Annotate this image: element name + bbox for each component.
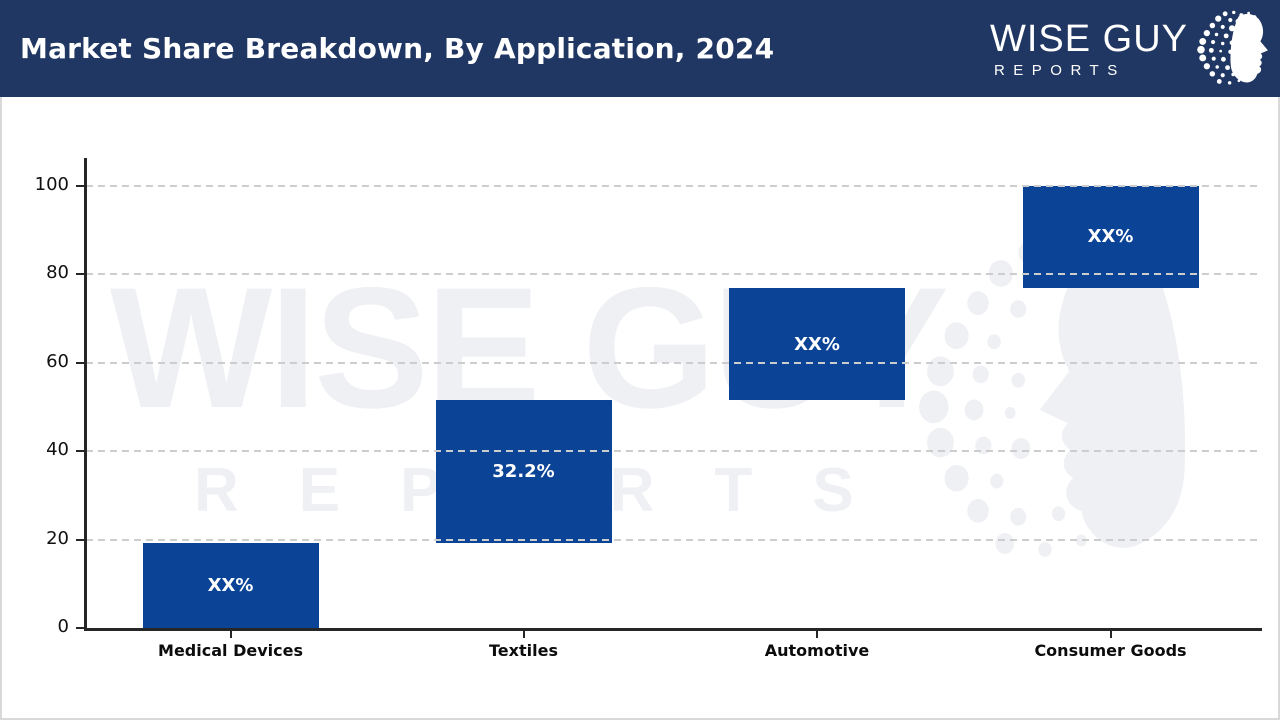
y-tick-60 xyxy=(76,361,85,364)
y-tick-0 xyxy=(76,627,85,629)
brand-face-icon xyxy=(1197,10,1268,85)
category-label-consumer-goods: Consumer Goods xyxy=(1034,641,1187,660)
y-axis xyxy=(84,158,87,630)
bar-consumer-goods: XX% xyxy=(1022,186,1199,288)
gridline-80 xyxy=(86,273,1262,276)
category-label-medical-devices: Medical Devices xyxy=(158,641,303,660)
x-tick-consumer-goods xyxy=(1109,630,1112,638)
gridline-100 xyxy=(86,185,1262,187)
x-tick-textiles xyxy=(522,630,525,638)
y-tick-40 xyxy=(76,450,85,453)
category-label-textiles: Textiles xyxy=(489,641,558,660)
bar-value-label: XX% xyxy=(207,574,254,596)
bar-value-label: XX% xyxy=(1087,226,1134,248)
bar-value-label: 32.2% xyxy=(492,461,555,483)
y-tick-100 xyxy=(76,185,85,187)
bar-value-label: XX% xyxy=(794,333,840,355)
y-tick-20 xyxy=(76,538,85,541)
y-tick-label-80: 80 xyxy=(46,262,69,284)
y-tick-label-100: 100 xyxy=(34,174,69,195)
brand-name: WISE GUY xyxy=(989,17,1188,60)
gridline-20 xyxy=(86,538,1262,541)
y-tick-label-20: 20 xyxy=(46,527,69,549)
x-tick-medical-devices xyxy=(229,630,232,638)
brand-logo: WISE GUY REPORTS xyxy=(990,4,1270,94)
page-title: Market Share Breakdown, By Application, … xyxy=(20,32,775,65)
y-tick-80 xyxy=(76,273,85,276)
x-tick-automotive xyxy=(816,630,818,638)
x-axis xyxy=(84,628,1262,631)
header-bar: Market Share Breakdown, By Application, … xyxy=(0,0,1280,97)
bar-automotive: XX% xyxy=(729,287,905,401)
bar-medical-devices: XX% xyxy=(142,542,319,628)
brand-logo-text: WISE GUY REPORTS xyxy=(990,20,1188,79)
gridline-60 xyxy=(86,361,1262,364)
y-tick-label-40: 40 xyxy=(46,439,69,461)
bar-textiles: 32.2% xyxy=(435,400,612,543)
y-tick-label-60: 60 xyxy=(46,350,69,372)
y-tick-label-0: 0 xyxy=(57,616,69,637)
brand-subname: REPORTS xyxy=(993,61,1126,79)
gridline-40 xyxy=(86,450,1262,453)
category-label-automotive: Automotive xyxy=(764,641,870,660)
